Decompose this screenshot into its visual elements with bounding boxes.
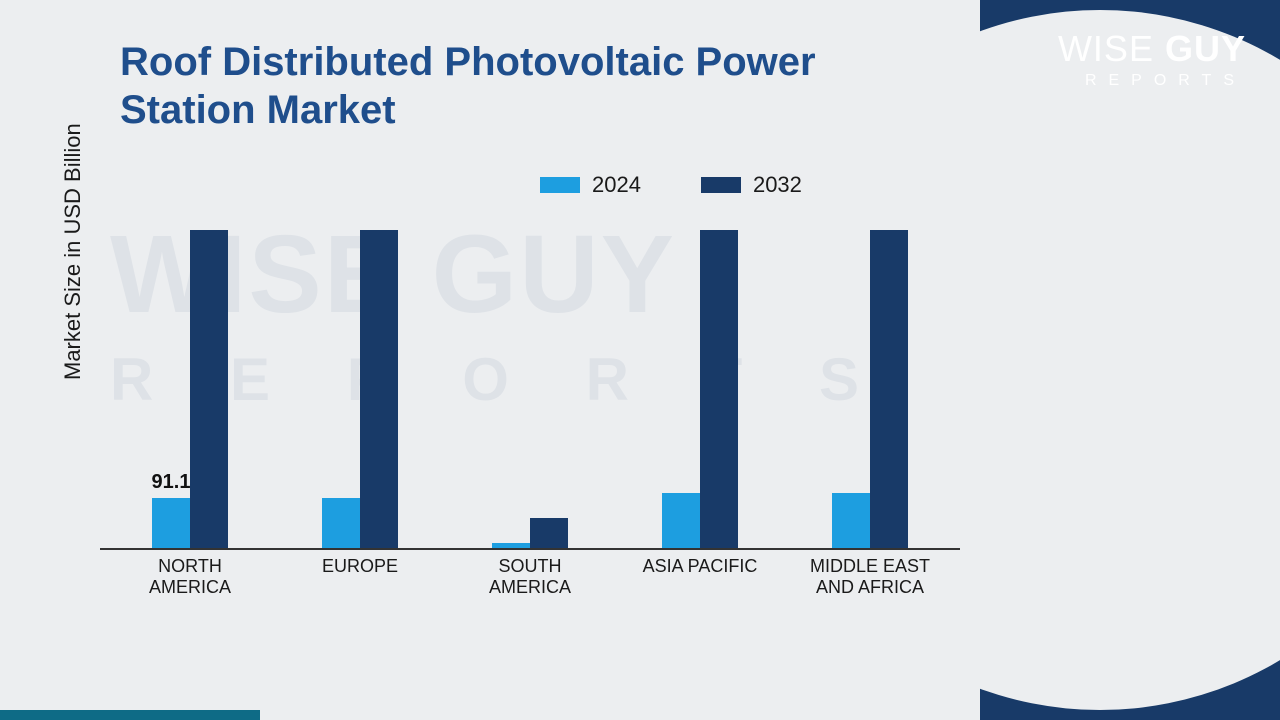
chart-title: Roof Distributed Photovoltaic Power Stat… (120, 38, 840, 134)
bar-series-2024 (832, 493, 870, 548)
bar-series-2032 (700, 230, 738, 548)
x-axis-label: NORTH AMERICA (120, 556, 260, 597)
chart-canvas: WISE GUY R E P O R T S Roof Distributed … (0, 0, 1280, 720)
brand-word-1: WISE (1058, 28, 1154, 69)
bar-value-label: 91.1 (152, 471, 191, 494)
legend-label-2032: 2032 (753, 172, 802, 198)
legend-item-2032: 2032 (701, 172, 802, 198)
bar-series-2032 (360, 230, 398, 548)
bar-series-2024 (322, 498, 360, 548)
legend: 2024 2032 (540, 172, 802, 198)
plot-area: 91.1NORTH AMERICAEUROPESOUTH AMERICAASIA… (100, 210, 960, 550)
x-axis-label: EUROPE (290, 556, 430, 577)
brand-line2: REPORTS (1058, 72, 1246, 90)
legend-swatch-2024 (540, 177, 580, 193)
bar-series-2024 (662, 493, 700, 548)
x-axis-label: SOUTH AMERICA (460, 556, 600, 597)
x-axis-label: MIDDLE EAST AND AFRICA (800, 556, 940, 597)
bar-series-2032 (530, 518, 568, 548)
bar-series-2024 (492, 543, 530, 548)
bar-series-2024 (152, 498, 190, 548)
legend-label-2024: 2024 (592, 172, 641, 198)
brand-word-2: GUY (1165, 28, 1246, 69)
x-axis-baseline (100, 548, 960, 550)
x-axis-label: ASIA PACIFIC (630, 556, 770, 577)
brand-line1: WISE GUY (1058, 28, 1246, 70)
y-axis-label: Market Size in USD Billion (60, 123, 86, 380)
bar-series-2032 (190, 230, 228, 548)
legend-item-2024: 2024 (540, 172, 641, 198)
bar-series-2032 (870, 230, 908, 548)
bottom-strip (0, 710, 260, 720)
brand-logo: WISE GUY REPORTS (1058, 28, 1246, 90)
legend-swatch-2032 (701, 177, 741, 193)
